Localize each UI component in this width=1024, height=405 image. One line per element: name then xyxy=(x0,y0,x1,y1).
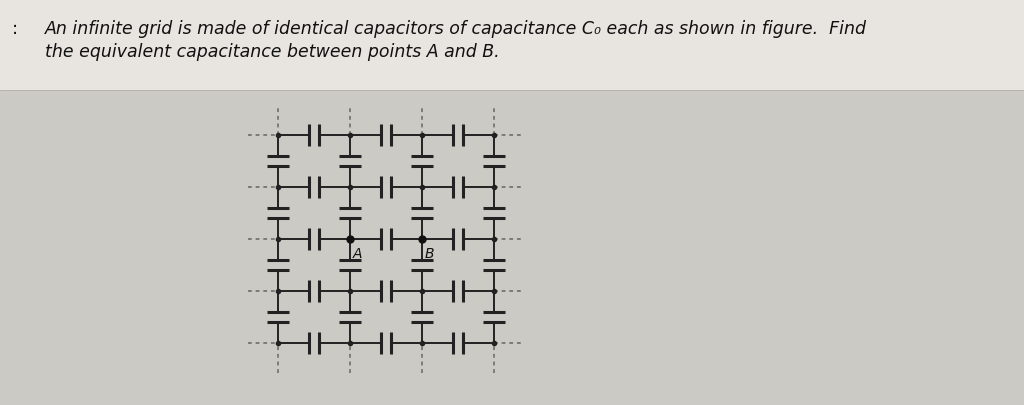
Text: the equivalent capacitance between points A and B.: the equivalent capacitance between point… xyxy=(45,43,500,61)
Text: :: : xyxy=(12,20,18,38)
Text: A: A xyxy=(353,247,362,261)
Text: An infinite grid is made of identical capacitors of capacitance C₀ each as shown: An infinite grid is made of identical ca… xyxy=(45,20,867,38)
Text: B: B xyxy=(425,247,434,261)
FancyBboxPatch shape xyxy=(0,0,1024,90)
